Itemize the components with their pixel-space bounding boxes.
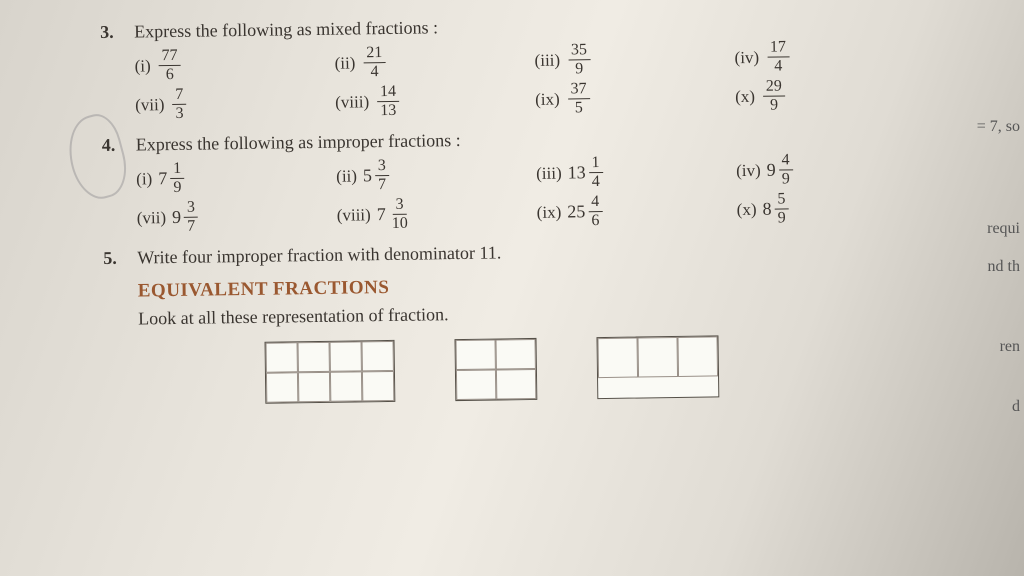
- fraction: 299: [763, 78, 785, 113]
- fraction: 1413: [377, 84, 399, 119]
- section-body: Look at all these representation of frac…: [138, 297, 984, 330]
- grid-cell: [456, 340, 496, 371]
- fraction: 174: [767, 39, 789, 74]
- margin-cutoff-2: requi: [987, 220, 1020, 238]
- fraction: 14: [588, 155, 602, 190]
- fraction: 19: [170, 161, 184, 196]
- question-5: 5. Write four improper fraction with den…: [103, 234, 983, 269]
- q3-text: Express the following as mixed fractions…: [134, 15, 438, 42]
- q4-options-row2: (vii) 9 37 (viii) 7 310 (ix) 25 46 (x) 8…: [137, 189, 983, 236]
- fraction: 59: [774, 191, 788, 226]
- q4-opt-ii: (ii) 5 37: [336, 156, 536, 194]
- q4-opt-x: (x) 8 59: [736, 189, 936, 227]
- q4-opt-iii: (iii) 13 14: [536, 153, 736, 191]
- grid-cell: [496, 369, 536, 400]
- q3-opt-i: (i) 776: [134, 46, 334, 84]
- grid-cell: [456, 370, 496, 401]
- q4-number: 4.: [102, 133, 136, 156]
- grid-cell: [266, 342, 298, 372]
- fraction: 776: [158, 48, 180, 83]
- fraction: 49: [778, 152, 792, 187]
- fraction: 37: [184, 200, 198, 235]
- grid-cell: [298, 342, 330, 372]
- q4-text: Express the following as improper fracti…: [136, 128, 461, 156]
- grid-4x2: [265, 340, 396, 404]
- q4-opt-ix: (ix) 25 46: [536, 192, 736, 230]
- q3-opt-ii: (ii) 214: [334, 43, 534, 81]
- grid-cell: [677, 336, 718, 377]
- q5-text: Write four improper fraction with denomi…: [137, 240, 501, 268]
- margin-cutoff-1: = 7, so: [977, 118, 1020, 136]
- margin-cutoff-3: nd th: [988, 258, 1020, 276]
- grid-3x1: [596, 335, 719, 399]
- fraction: 359: [568, 42, 590, 77]
- grid-2x2: [454, 338, 537, 401]
- grid-cell: [298, 372, 330, 402]
- margin-cutoff-5: d: [1012, 398, 1020, 416]
- q4-opt-i: (i) 7 19: [136, 159, 336, 197]
- section-heading: EQUIVALENT FRACTIONS: [138, 269, 984, 303]
- q3-opt-ix: (ix) 375: [535, 79, 735, 117]
- q3-options-row2: (vii) 73 (viii) 1413 (ix) 375 (x) 299: [135, 76, 981, 123]
- fraction-diagrams: [265, 332, 986, 404]
- fraction: 310: [388, 197, 410, 232]
- fraction: 37: [375, 158, 389, 193]
- grid-cell: [637, 337, 678, 378]
- grid-cell: [330, 371, 362, 401]
- q4-opt-vii: (vii) 9 37: [137, 198, 337, 236]
- grid-cell: [362, 371, 394, 401]
- margin-cutoff-4: ren: [1000, 338, 1020, 356]
- grid-cell: [495, 339, 535, 370]
- q5-number: 5.: [103, 246, 137, 269]
- fraction: 73: [172, 87, 186, 122]
- fraction: 375: [567, 81, 589, 116]
- q3-opt-viii: (viii) 1413: [335, 82, 535, 120]
- q4-opt-iv: (iv) 9 49: [736, 150, 936, 188]
- grid-cell: [330, 341, 362, 371]
- q3-opt-x: (x) 299: [735, 76, 935, 114]
- fraction: 46: [588, 194, 602, 229]
- grid-cell: [266, 372, 298, 402]
- fraction: 214: [363, 45, 385, 80]
- grid-cell: [597, 338, 638, 379]
- grid-cell: [362, 341, 394, 371]
- q4-opt-viii: (viii) 7 310: [337, 195, 537, 233]
- q3-opt-iii: (iii) 359: [534, 40, 734, 78]
- textbook-page: 3. Express the following as mixed fracti…: [100, 8, 985, 406]
- q3-opt-vii: (vii) 73: [135, 85, 335, 123]
- q3-number: 3.: [100, 20, 134, 43]
- q3-opt-iv: (iv) 174: [734, 37, 934, 75]
